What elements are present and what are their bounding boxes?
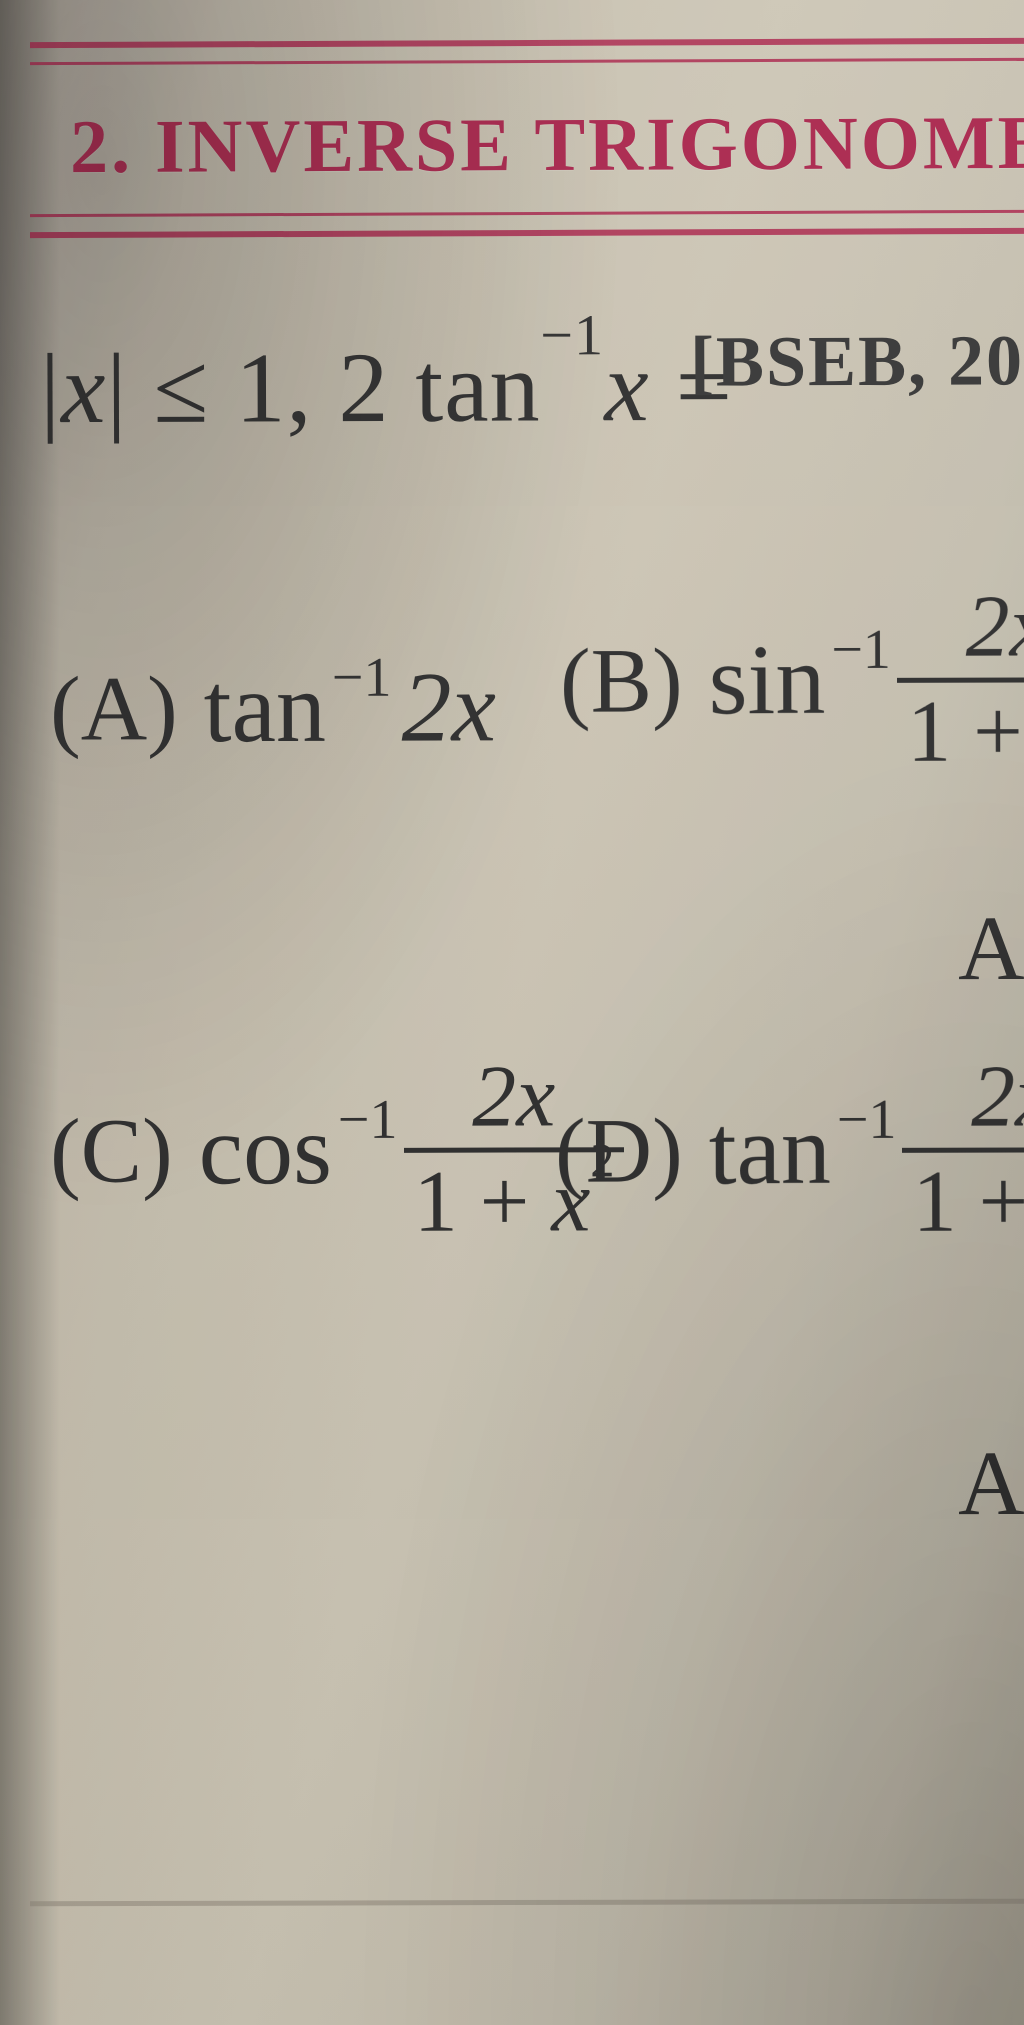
option-b-num: 2x [955,583,1024,677]
option-b: (B) sin−1 2x 1 + x2 [560,579,1024,779]
option-d-den: 1 + x2 [902,1152,1024,1253]
source-tag: [BSEB, 20 [690,319,1024,403]
option-b-label: (B) [560,627,683,733]
stem-sup: −1 [540,302,604,367]
gutter-shadow [0,0,60,2025]
stem-var: x [61,333,107,444]
option-d-fn: tan [709,1092,831,1207]
option-d-den-pre: 1 + [912,1153,1024,1250]
header-rule-top [30,38,1024,48]
option-d-frac: 2x 1 + x2 [902,1053,1024,1253]
stem-tail-var: x [604,331,650,442]
section-number: 2. [70,105,133,189]
option-d-expr: tan−1 2x 1 + x2 [708,1049,1024,1249]
option-c-fn: cos [198,1092,332,1207]
option-c-den-pre: 1 + [414,1153,552,1250]
option-a: (A) tan−12x [50,649,496,765]
option-c-sup: −1 [338,1087,398,1151]
section-title-text: INVERSE TRIGONOMETRIC [155,100,1024,189]
page-paper: 2. INVERSE TRIGONOMETRIC |x| ≤ 1, 2 tan−… [0,0,1024,2025]
section-title: 2. INVERSE TRIGONOMETRIC [70,100,1024,191]
option-d-num: 2x [961,1053,1024,1147]
option-a-sup: −1 [332,645,392,709]
page-edge-letter-2: A [957,1430,1024,1536]
option-d-sup: −1 [837,1087,897,1151]
option-c: (C) cos−1 2x 1 + x2 [50,1049,625,1250]
option-b-den: 1 + x2 [897,682,1024,783]
option-c-num: 2x [462,1053,565,1147]
stem-rest: | ≤ 1, 2 tan [106,331,540,444]
option-d-label: (D) [555,1097,683,1203]
option-b-sup: −1 [831,617,891,681]
option-a-arg: 2x [401,649,496,764]
question-stem: |x| ≤ 1, 2 tan−1x = [40,329,733,446]
option-a-label: (A) [50,655,178,761]
bottom-rule [30,1899,1024,1907]
option-c-label: (C) [50,1097,173,1203]
abs-open: | [40,333,61,444]
option-d: (D) tan−1 2x 1 + x2 [555,1049,1024,1249]
option-b-den-pre: 1 + [907,683,1024,780]
header-rule-top-thin [30,58,1024,65]
option-b-frac: 2x 1 + x2 [897,583,1024,783]
option-a-fn: tan [204,650,326,765]
option-a-expr: tan−12x [204,649,496,765]
option-b-fn: sin [708,622,825,737]
header-rule-bottom [30,228,1024,238]
option-b-expr: sin−1 2x 1 + x2 [708,579,1024,779]
page-edge-letter-1: A [957,895,1024,1001]
section-header: 2. INVERSE TRIGONOMETRIC [0,40,1024,250]
header-rule-bottom-thin [30,210,1024,217]
